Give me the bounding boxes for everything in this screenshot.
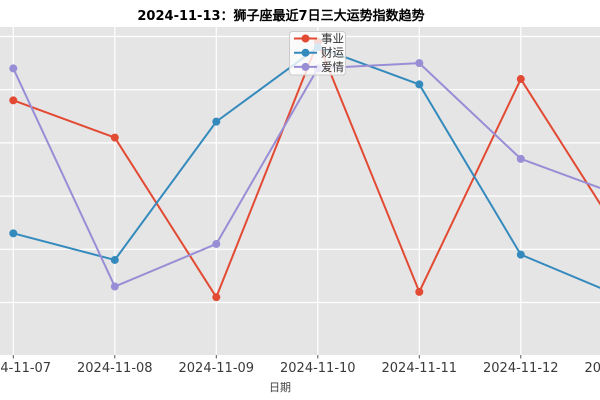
data-point-career [110, 133, 119, 142]
data-point-wealth [516, 250, 525, 259]
data-point-wealth [415, 80, 424, 89]
legend-marker-wealth [301, 48, 310, 57]
x-tick-label: 2024-11-07 [0, 361, 52, 376]
legend-label-wealth: 财运 [321, 46, 344, 60]
data-point-wealth [9, 229, 18, 238]
legend-marker-career [301, 34, 310, 43]
x-tick-marks [12, 355, 522, 359]
data-point-love [110, 282, 119, 291]
data-point-love [9, 64, 18, 73]
data-point-wealth [110, 255, 119, 264]
x-tick-label: 2024-11-13 [584, 361, 600, 376]
x-tick-label: 2024-11-11 [381, 361, 458, 376]
data-point-career [212, 293, 221, 302]
x-axis-label: 日期 [269, 381, 291, 394]
legend-marker-love [301, 62, 310, 71]
legend-label-love: 爱情 [321, 60, 344, 74]
data-point-career [415, 287, 424, 296]
plot-background [0, 27, 600, 355]
data-point-love [415, 59, 424, 68]
x-tick-label: 2024-11-09 [178, 361, 255, 376]
x-tick-label: 2024-11-12 [483, 361, 559, 376]
x-tick-label: 2024-11-08 [77, 361, 153, 376]
data-point-career [9, 96, 18, 105]
data-point-wealth [212, 117, 221, 126]
chart-title: 2024-11-13：狮子座最近7日三大运势指数趋势 [137, 9, 425, 24]
data-point-love [516, 154, 525, 163]
x-tick-label: 2024-11-10 [280, 361, 356, 376]
legend-label-career: 事业 [321, 32, 344, 46]
data-point-love [212, 239, 221, 248]
data-point-career [516, 75, 525, 84]
